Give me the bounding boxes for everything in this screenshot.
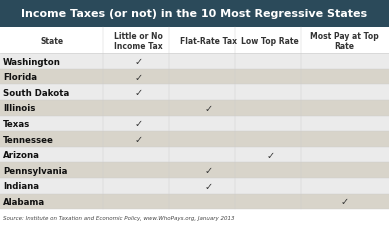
- Bar: [0, 0, 389, 28]
- Text: Florida: Florida: [3, 73, 37, 82]
- Bar: [0, 54, 389, 70]
- Text: ✓: ✓: [204, 165, 212, 176]
- Text: ✓: ✓: [204, 103, 212, 113]
- Text: Alabama: Alabama: [3, 197, 45, 206]
- Bar: [0, 147, 389, 163]
- Text: Source: Institute on Taxation and Economic Policy, www.WhoPays.org, January 2013: Source: Institute on Taxation and Econom…: [3, 215, 235, 220]
- Text: ✓: ✓: [204, 181, 212, 191]
- Text: Low Top Rate: Low Top Rate: [242, 37, 299, 45]
- Text: Texas: Texas: [3, 119, 30, 128]
- Text: ✓: ✓: [340, 196, 348, 207]
- Text: Income Taxes (or not) in the 10 Most Regressive States: Income Taxes (or not) in the 10 Most Reg…: [21, 9, 368, 19]
- Text: Washington: Washington: [3, 57, 61, 66]
- Bar: [0, 101, 389, 116]
- Text: Arizona: Arizona: [3, 151, 40, 159]
- Text: Illinois: Illinois: [3, 104, 35, 113]
- Bar: [0, 70, 389, 85]
- Text: Tennessee: Tennessee: [3, 135, 54, 144]
- Text: Most Pay at Top
Rate: Most Pay at Top Rate: [310, 32, 378, 51]
- Bar: [0, 163, 389, 178]
- Bar: [0, 178, 389, 194]
- Text: South Dakota: South Dakota: [3, 88, 69, 97]
- Bar: [0, 194, 389, 209]
- Text: Flat-Rate Tax: Flat-Rate Tax: [180, 37, 237, 45]
- Text: Pennsylvania: Pennsylvania: [3, 166, 67, 175]
- Text: ✓: ✓: [134, 88, 142, 98]
- Text: ✓: ✓: [134, 134, 142, 144]
- Text: State: State: [41, 37, 64, 45]
- Text: ✓: ✓: [134, 72, 142, 82]
- Text: ✓: ✓: [134, 119, 142, 129]
- Text: Little or No
Income Tax: Little or No Income Tax: [114, 32, 163, 51]
- Bar: [0, 132, 389, 147]
- Bar: [0, 28, 389, 54]
- Text: Indiana: Indiana: [3, 182, 39, 190]
- Bar: [0, 116, 389, 132]
- Bar: [0, 85, 389, 101]
- Text: ✓: ✓: [134, 57, 142, 67]
- Text: ✓: ✓: [266, 150, 274, 160]
